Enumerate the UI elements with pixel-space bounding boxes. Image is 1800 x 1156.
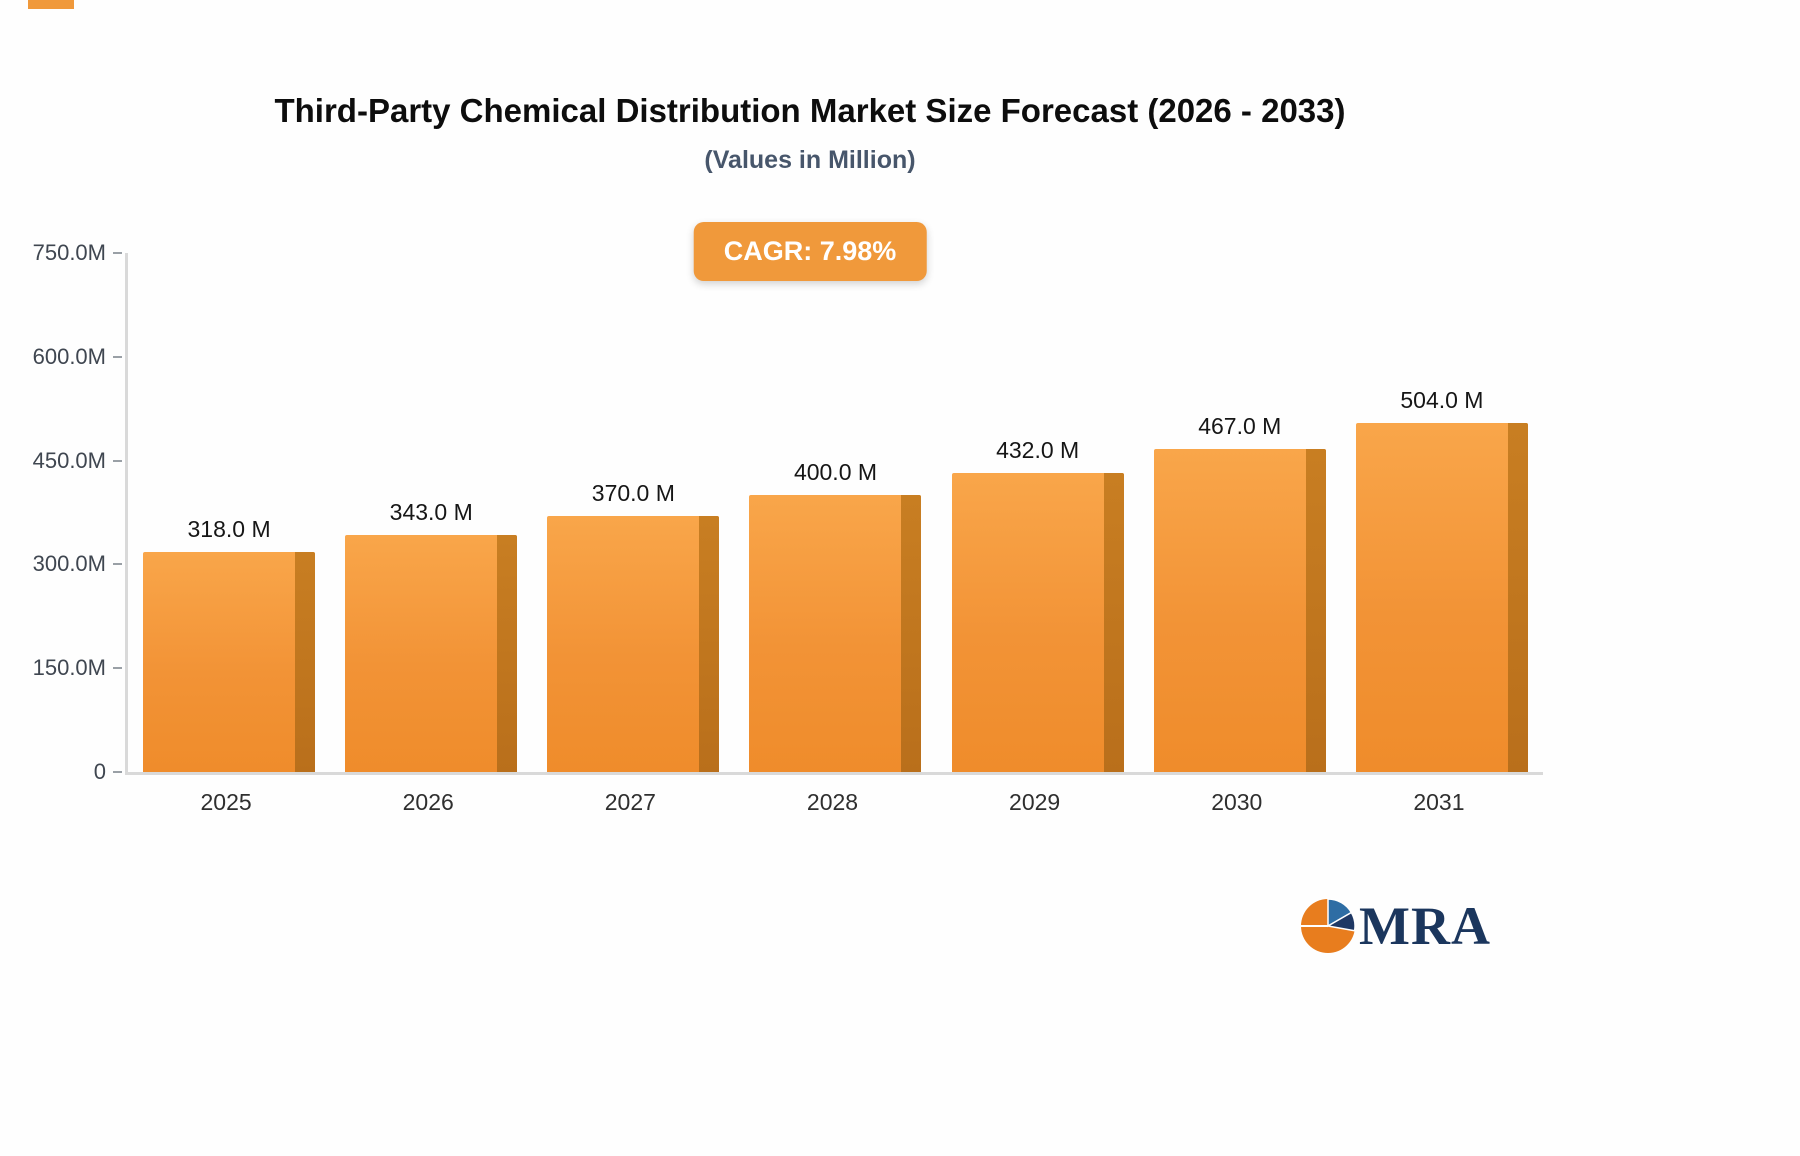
bar [143, 551, 316, 772]
y-axis-label: 0 [93, 759, 106, 784]
bar-value-label: 467.0 M [1198, 412, 1282, 439]
x-axis-label: 2028 [806, 789, 859, 815]
y-axis-tick [113, 771, 122, 773]
mra-logo-pie-icon [1301, 898, 1356, 953]
bar-side-shade [497, 534, 518, 772]
x-axis-label: 2025 [200, 789, 252, 815]
bar [1355, 423, 1528, 772]
bar-side-shade [1507, 423, 1528, 772]
bar-slot: 343.0 M [330, 253, 532, 772]
bar-side-shade [699, 515, 720, 772]
bar-value-label: 318.0 M [187, 515, 271, 542]
corner-accent [28, 0, 74, 9]
bar-value-label: 343.0 M [389, 498, 473, 525]
bar [951, 473, 1124, 772]
y-axis-tick [113, 667, 122, 670]
x-axis-label: 2027 [604, 789, 656, 815]
y-axis-tick [113, 563, 122, 566]
y-axis-label: 300.0M [32, 551, 106, 577]
bar-value-label: 400.0 M [793, 459, 878, 486]
bar-value-label: 370.0 M [591, 479, 675, 506]
bar [345, 534, 518, 772]
bar-side-shade [1103, 473, 1124, 772]
bar-value-label: 504.0 M [1400, 387, 1484, 414]
chart-header: Third-Party Chemical Distribution Market… [0, 92, 1620, 175]
bar-side-shade [1305, 448, 1326, 772]
bar-side-shade [295, 551, 316, 772]
bar-slot: 432.0 M [937, 253, 1139, 772]
x-axis-label: 2029 [1009, 789, 1061, 815]
bar-slot: 370.0 M [532, 253, 734, 772]
bar-slot: 467.0 M [1139, 253, 1341, 772]
y-axis: 750.0M 600.0M 450.0M 300.0M 150.0M 0 [20, 240, 124, 784]
chart-subtitle: (Values in Million) [704, 146, 916, 174]
bar-slot: 318.0 M [128, 253, 330, 772]
bar [1153, 448, 1326, 772]
bar-value-label: 432.0 M [996, 437, 1080, 464]
x-axis-label: 2030 [1211, 789, 1263, 815]
y-axis-tick [113, 355, 122, 358]
chart-title: Third-Party Chemical Distribution Market… [274, 92, 1346, 129]
y-axis-tick [113, 459, 122, 462]
bar-side-shade [901, 495, 922, 772]
mra-logo-text: MRA [1359, 896, 1491, 956]
plot-area: 318.0 M 343.0 M 370.0 M 400.0 M 432.0 M 467.0… [125, 253, 1543, 775]
bars-container: 318.0 M 343.0 M 370.0 M 400.0 M 432.0 M 467.0… [128, 253, 1543, 772]
y-axis-label: 450.0M [32, 447, 106, 473]
x-axis-label: 2031 [1413, 789, 1465, 815]
mra-logo: MRA [1300, 898, 1491, 954]
y-axis-tick [113, 252, 122, 254]
x-axis: 2025 2026 2027 2028 2029 2030 2031 [125, 789, 1540, 816]
cagr-badge: CAGR: 7.98% [693, 222, 927, 281]
bar [547, 515, 720, 772]
y-axis-label: 150.0M [32, 655, 106, 681]
x-axis-label: 2026 [402, 789, 454, 815]
bar [749, 495, 922, 772]
y-axis-label: 600.0M [32, 343, 106, 369]
bar-slot: 400.0 M [734, 253, 936, 772]
bar-slot: 504.0 M [1341, 253, 1543, 772]
y-axis-label: 750.0M [32, 240, 106, 265]
